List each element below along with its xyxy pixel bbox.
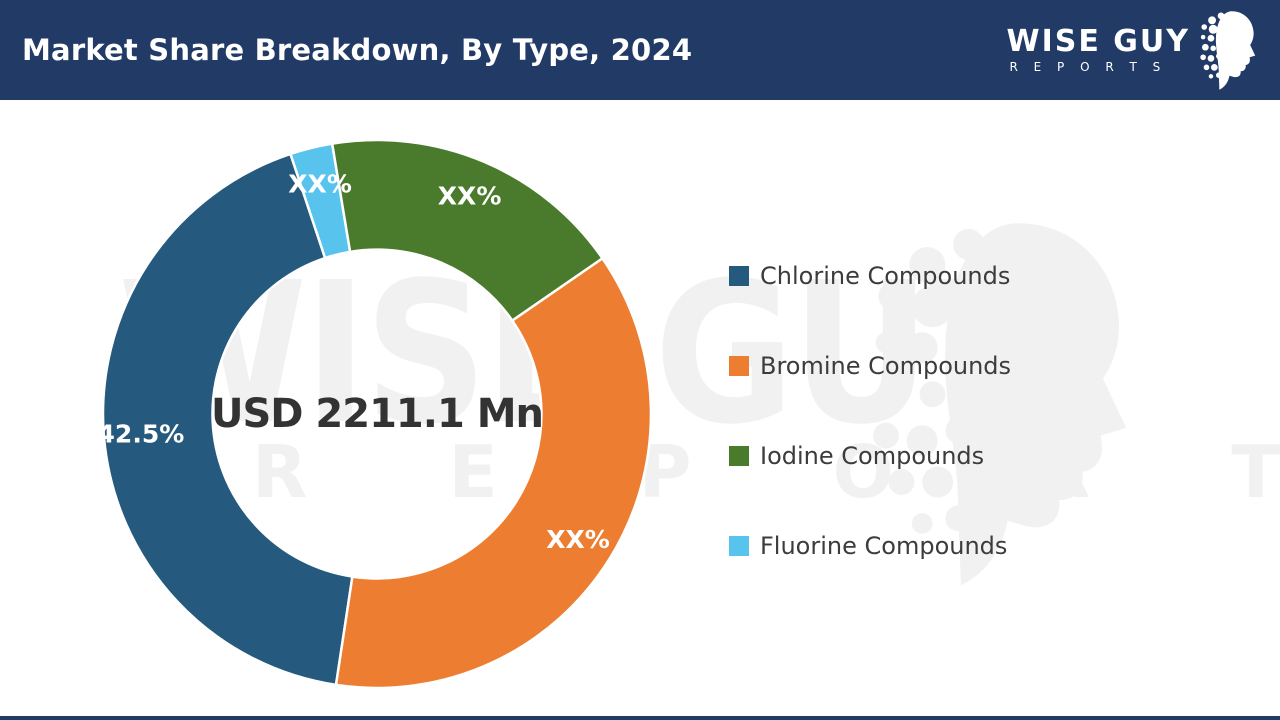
legend-swatch-chlorine-compounds bbox=[729, 266, 749, 286]
header-bar: Market Share Breakdown, By Type, 2024 WI… bbox=[0, 0, 1280, 100]
chart-center-value: USD 2211.1 Mn bbox=[211, 391, 544, 437]
donut-slice-chlorine-compounds[interactable] bbox=[101, 152, 354, 687]
slice-label-iodine-compounds: XX% bbox=[438, 181, 502, 210]
watermark-face-icon bbox=[873, 223, 1127, 586]
logo-subtitle: R E P O R T S bbox=[1009, 60, 1167, 74]
legend-item-chlorine-compounds[interactable]: Chlorine Compounds bbox=[729, 262, 1011, 290]
donut-slice-bromine-compounds[interactable] bbox=[334, 256, 653, 690]
slice-label-fluorine-compounds: XX% bbox=[288, 169, 352, 198]
legend-item-bromine-compounds[interactable]: Bromine Compounds bbox=[729, 352, 1012, 380]
legend-item-fluorine-compounds[interactable]: Fluorine Compounds bbox=[729, 532, 1011, 560]
footer-bar bbox=[0, 716, 1280, 720]
wiseguy-face-icon bbox=[1200, 11, 1256, 90]
legend-label-chlorine-compounds: Chlorine Compounds bbox=[760, 262, 1011, 290]
page-title: Market Share Breakdown, By Type, 2024 bbox=[22, 33, 693, 67]
donut-slice-iodine-compounds[interactable] bbox=[330, 138, 605, 323]
chart-legend: Chlorine Compounds Bromine Compounds Iodin… bbox=[729, 262, 1012, 626]
watermark-subtitle: R E P O R T S bbox=[252, 430, 1280, 514]
legend-swatch-iodine-compounds bbox=[729, 446, 749, 466]
legend-label-iodine-compounds: Iodine Compounds bbox=[760, 442, 985, 470]
legend-label-fluorine-compounds: Fluorine Compounds bbox=[760, 532, 1008, 560]
legend-label-bromine-compounds: Bromine Compounds bbox=[760, 352, 1012, 380]
logo-wordmark: WISE GUY bbox=[1006, 24, 1190, 59]
wiseguy-logo: WISE GUY R E P O R T S bbox=[1006, 8, 1264, 92]
slice-label-chlorine-compounds: 42.5% bbox=[98, 420, 185, 449]
slice-label-bromine-compounds: XX% bbox=[546, 525, 610, 554]
legend-item-iodine-compounds[interactable]: Iodine Compounds bbox=[729, 442, 1011, 470]
legend-swatch-bromine-compounds bbox=[729, 356, 749, 376]
legend-swatch-fluorine-compounds bbox=[729, 536, 749, 556]
donut-chart: 42.5% XX% XX% XX% bbox=[98, 138, 653, 690]
